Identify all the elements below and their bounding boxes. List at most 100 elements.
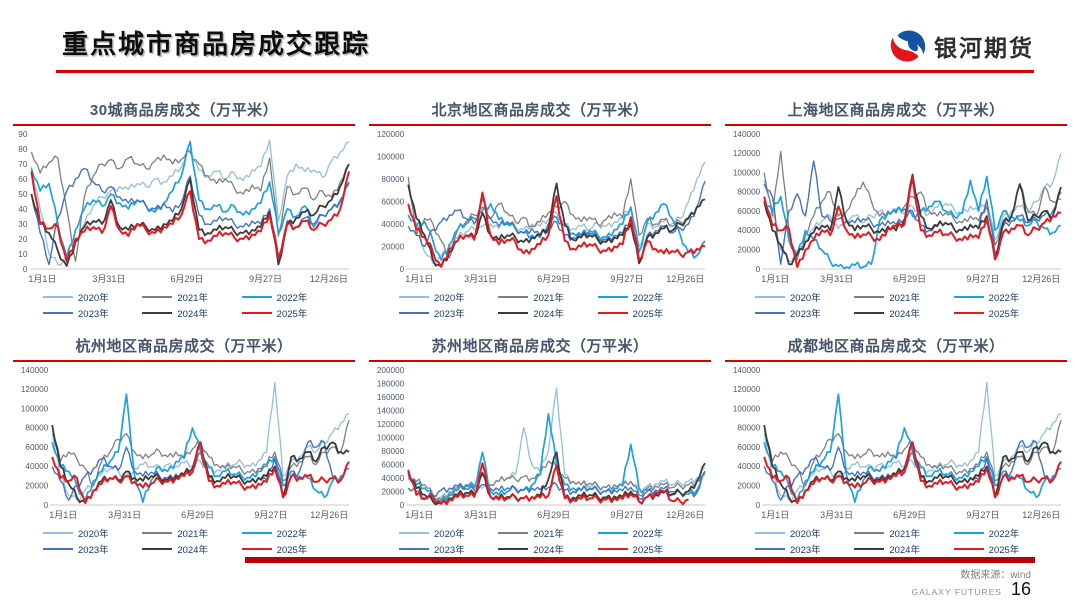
legend-swatch xyxy=(755,296,785,298)
series-line-2020 xyxy=(30,139,350,267)
page-title: 重点城市商品房成交跟踪 xyxy=(62,29,371,59)
legend-swatch xyxy=(43,548,73,550)
series-line-2023 xyxy=(763,439,1062,501)
chart-cell-beijing: 北京地区商品房成交（万平米） 0 20000 40000 60000 80000 1000… xyxy=(369,97,711,320)
y-tick-label: 40000 xyxy=(381,220,404,229)
line-chart-canvas: 0 20000 40000 60000 80000 100000 120000 140000 1… xyxy=(21,366,350,520)
chart-legend: 2020年 2021年 2022年 2023年 2024年 2025年 xyxy=(725,289,1067,320)
x-tick-label: 6月29日 xyxy=(893,274,926,284)
chart-title: 30城商品房成交（万平米） xyxy=(89,102,279,119)
series-line-2025 xyxy=(51,441,350,505)
legend-swatch xyxy=(399,532,429,534)
legend-swatch xyxy=(755,532,785,534)
legend-item-2024: 2024年 xyxy=(854,542,953,556)
y-tick-label: 120000 xyxy=(733,149,761,158)
y-tick-label: 40000 xyxy=(25,462,48,471)
galaxy-swirl-icon xyxy=(890,30,926,62)
y-tick-label: 100000 xyxy=(733,168,761,177)
y-tick-label: 40000 xyxy=(381,474,404,483)
legend-item-2020: 2020年 xyxy=(399,290,498,304)
legend-swatch xyxy=(241,548,272,550)
legend-label: 2020年 xyxy=(790,293,821,304)
series-line-2024 xyxy=(407,451,706,506)
x-tick-label: 12月26日 xyxy=(666,510,704,520)
x-tick-label: 1月1日 xyxy=(405,510,433,520)
x-tick-label: 9月27日 xyxy=(254,510,287,520)
legend-swatch xyxy=(142,532,173,534)
y-tick-label: 20000 xyxy=(381,487,404,496)
line-chart-canvas: 0 10 20 30 40 50 60 70 80 90 1月1日 3月31日 6月29日 9月27日 12… xyxy=(18,130,350,284)
x-tick-label: 6月29日 xyxy=(893,510,926,520)
legend-swatch xyxy=(142,548,173,550)
data-source-label: 数据来源： xyxy=(960,570,1011,581)
legend-label: 2020年 xyxy=(790,529,821,540)
legend-item-2020: 2020年 xyxy=(43,290,142,304)
x-tick-label: 9月27日 xyxy=(966,274,999,284)
series-line-2023 xyxy=(51,439,350,501)
legend-label: 2022年 xyxy=(276,293,308,304)
y-tick-label: 20000 xyxy=(737,482,760,491)
legend-label: 2024年 xyxy=(889,309,920,320)
legend-item-2021: 2021年 xyxy=(142,526,241,540)
legend-item-2024: 2024年 xyxy=(854,306,953,320)
legend-swatch xyxy=(953,532,984,534)
data-source: 数据来源：wind xyxy=(960,566,1031,581)
legend-swatch xyxy=(597,296,628,298)
legend-item-2023: 2023年 xyxy=(755,542,854,556)
y-tick-label: 120000 xyxy=(377,130,405,139)
legend-swatch xyxy=(597,548,628,550)
chart-title-underline xyxy=(725,124,1067,126)
x-tick-label: 12月26日 xyxy=(310,274,348,284)
x-tick-label: 6月29日 xyxy=(171,274,204,284)
y-tick-label: 100000 xyxy=(377,152,405,161)
chart-title-underline xyxy=(13,124,355,126)
legend-item-2022: 2022年 xyxy=(241,526,341,540)
footer-red-bar xyxy=(245,557,1035,563)
chart-legend: 2020年 2021年 2022年 2023年 2024年 2025年 xyxy=(369,289,711,320)
series-line-2023 xyxy=(407,181,706,263)
x-tick-label: 12月26日 xyxy=(1022,274,1060,284)
y-tick-label: 80000 xyxy=(381,447,404,456)
legend-swatch xyxy=(854,532,885,534)
chart-cell-suzhou: 苏州地区商品房成交（万平米） 0 20000 40000 60000 80000 1000… xyxy=(369,333,711,556)
series-line-2025 xyxy=(763,176,1062,269)
y-tick-label: 180000 xyxy=(377,379,405,388)
legend-swatch xyxy=(498,548,529,550)
legend-label: 2025年 xyxy=(276,545,308,556)
y-tick-label: 60000 xyxy=(737,207,760,216)
y-tick-label: 80 xyxy=(18,145,28,154)
legend-label: 2022年 xyxy=(276,529,308,540)
legend-swatch xyxy=(498,296,529,298)
legend-item-2025: 2025年 xyxy=(597,542,697,556)
chart-legend: 2020年 2021年 2022年 2023年 2024年 2025年 xyxy=(13,289,355,320)
legend-swatch xyxy=(43,532,73,534)
legend-item-2022: 2022年 xyxy=(953,526,1053,540)
chart-cell-chengdu: 成都地区商品房成交（万平米） 0 20000 40000 60000 80000 1000… xyxy=(725,333,1067,556)
legend-swatch xyxy=(43,296,73,298)
legend-item-2020: 2020年 xyxy=(399,526,498,540)
legend-swatch xyxy=(755,548,785,550)
legend-swatch xyxy=(142,312,173,314)
y-tick-label: 160000 xyxy=(377,393,405,402)
legend-label: 2023年 xyxy=(790,309,821,320)
y-tick-label: 0 xyxy=(756,265,761,274)
legend-label: 2021年 xyxy=(533,293,564,304)
series-line-2022 xyxy=(407,202,706,261)
x-tick-label: 1月1日 xyxy=(28,274,56,284)
legend-label: 2024年 xyxy=(889,545,920,556)
chart-title: 杭州地区商品房成交（万平米） xyxy=(75,338,293,355)
legend-label: 2024年 xyxy=(533,545,564,556)
legend-item-2020: 2020年 xyxy=(43,526,142,540)
y-tick-label: 60000 xyxy=(381,197,404,206)
y-tick-label: 100000 xyxy=(377,433,405,442)
y-tick-label: 80000 xyxy=(737,188,760,197)
legend-item-2021: 2021年 xyxy=(498,526,597,540)
legend-swatch xyxy=(399,296,429,298)
x-tick-label: 1月1日 xyxy=(761,274,789,284)
y-tick-label: 70 xyxy=(18,160,28,169)
x-tick-label: 9月27日 xyxy=(249,274,282,284)
x-tick-label: 12月26日 xyxy=(310,510,348,520)
x-tick-label: 9月27日 xyxy=(610,274,643,284)
y-tick-label: 0 xyxy=(44,501,49,510)
series-line-2024 xyxy=(763,173,1062,266)
